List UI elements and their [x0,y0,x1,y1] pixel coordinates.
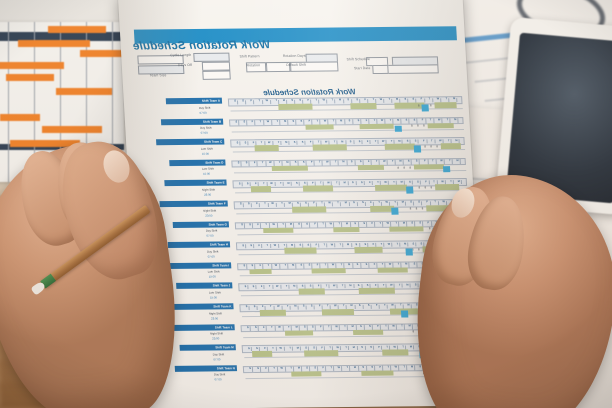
gantt-gridline [8,22,9,182]
gantt-bar [56,88,112,95]
gantt-bar [10,140,80,147]
gantt-gridline [34,22,35,182]
gantt-header-band [0,32,124,41]
gantt-bar [42,126,102,133]
gantt-gridline [60,22,61,182]
gantt-bar [0,62,64,69]
gantt-bar [6,74,54,81]
gantt-bar [0,114,40,121]
gantt-gridline [86,22,87,182]
gantt-bar [48,26,106,33]
gantt-bar [18,40,90,47]
gantt-bar [80,50,124,57]
gantt-gridline [112,22,113,182]
